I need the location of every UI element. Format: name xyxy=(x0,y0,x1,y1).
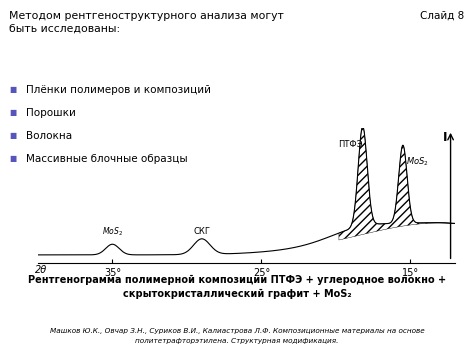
Text: I: I xyxy=(443,131,447,144)
Text: Машков Ю.К., Овчар З.Н., Суриков В.И., Калиастрова Л.Ф. Композиционные материалы: Машков Ю.К., Овчар З.Н., Суриков В.И., К… xyxy=(50,328,424,334)
Text: ■: ■ xyxy=(9,85,17,94)
Text: ■: ■ xyxy=(9,108,17,117)
Text: Плёнки полимеров и композиций: Плёнки полимеров и композиций xyxy=(26,85,211,95)
Text: Методом рентгеноструктурного анализа могут
быть исследованы:: Методом рентгеноструктурного анализа мог… xyxy=(9,11,284,34)
Text: ПТФЭ: ПТФЭ xyxy=(338,140,363,149)
Text: Волокна: Волокна xyxy=(26,131,72,141)
Text: Рентгенограмма полимерной композиции ПТФЭ + углеродное волокно +: Рентгенограмма полимерной композиции ПТФ… xyxy=(28,275,446,285)
Text: 2θ: 2θ xyxy=(35,265,47,275)
Text: СКГ: СКГ xyxy=(193,227,210,236)
Text: Массивные блочные образцы: Массивные блочные образцы xyxy=(26,154,188,164)
Text: ■: ■ xyxy=(9,131,17,140)
Text: $MoS_2$: $MoS_2$ xyxy=(102,225,123,238)
Text: политетрафторэтилена. Структурная модификация.: политетрафторэтилена. Структурная модифи… xyxy=(135,338,339,344)
Text: Порошки: Порошки xyxy=(26,108,76,118)
Text: Слайд 8: Слайд 8 xyxy=(420,11,465,21)
Text: скрытокристаллический графит + MoS₂: скрытокристаллический графит + MoS₂ xyxy=(123,289,351,299)
Text: $MoS_2$: $MoS_2$ xyxy=(406,156,429,168)
Text: ■: ■ xyxy=(9,154,17,163)
